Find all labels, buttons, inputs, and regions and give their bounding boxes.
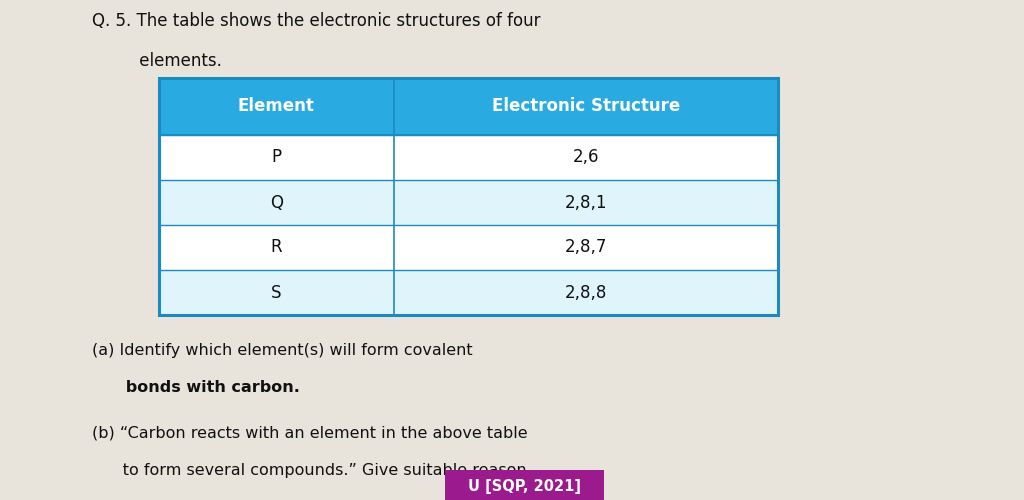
Bar — [159, 270, 778, 315]
Text: to form several compounds.” Give suitable reason.: to form several compounds.” Give suitabl… — [92, 462, 531, 477]
Bar — [159, 78, 778, 315]
Text: 2,8,1: 2,8,1 — [565, 194, 607, 212]
Text: (b) “Carbon reacts with an element in the above table: (b) “Carbon reacts with an element in th… — [92, 425, 527, 440]
Text: 2,8,7: 2,8,7 — [565, 238, 607, 256]
Bar — [159, 225, 778, 270]
Text: Electronic Structure: Electronic Structure — [493, 97, 680, 116]
Text: S: S — [271, 284, 282, 302]
Text: bonds with carbon.: bonds with carbon. — [92, 380, 300, 395]
Bar — [445, 470, 604, 500]
Bar — [159, 78, 778, 135]
Text: (a) Identify which element(s) will form covalent: (a) Identify which element(s) will form … — [92, 342, 473, 357]
Text: Element: Element — [238, 97, 314, 116]
Text: 2,6: 2,6 — [573, 148, 599, 166]
Bar — [159, 135, 778, 180]
Bar — [159, 180, 778, 225]
Text: R: R — [270, 238, 283, 256]
Text: Q: Q — [270, 194, 283, 212]
Text: elements.: elements. — [92, 52, 222, 70]
Text: U [SQP, 2021]: U [SQP, 2021] — [468, 479, 582, 494]
Text: 2,8,8: 2,8,8 — [565, 284, 607, 302]
Text: Q. 5. The table shows the electronic structures of four: Q. 5. The table shows the electronic str… — [92, 12, 541, 30]
Text: P: P — [271, 148, 282, 166]
